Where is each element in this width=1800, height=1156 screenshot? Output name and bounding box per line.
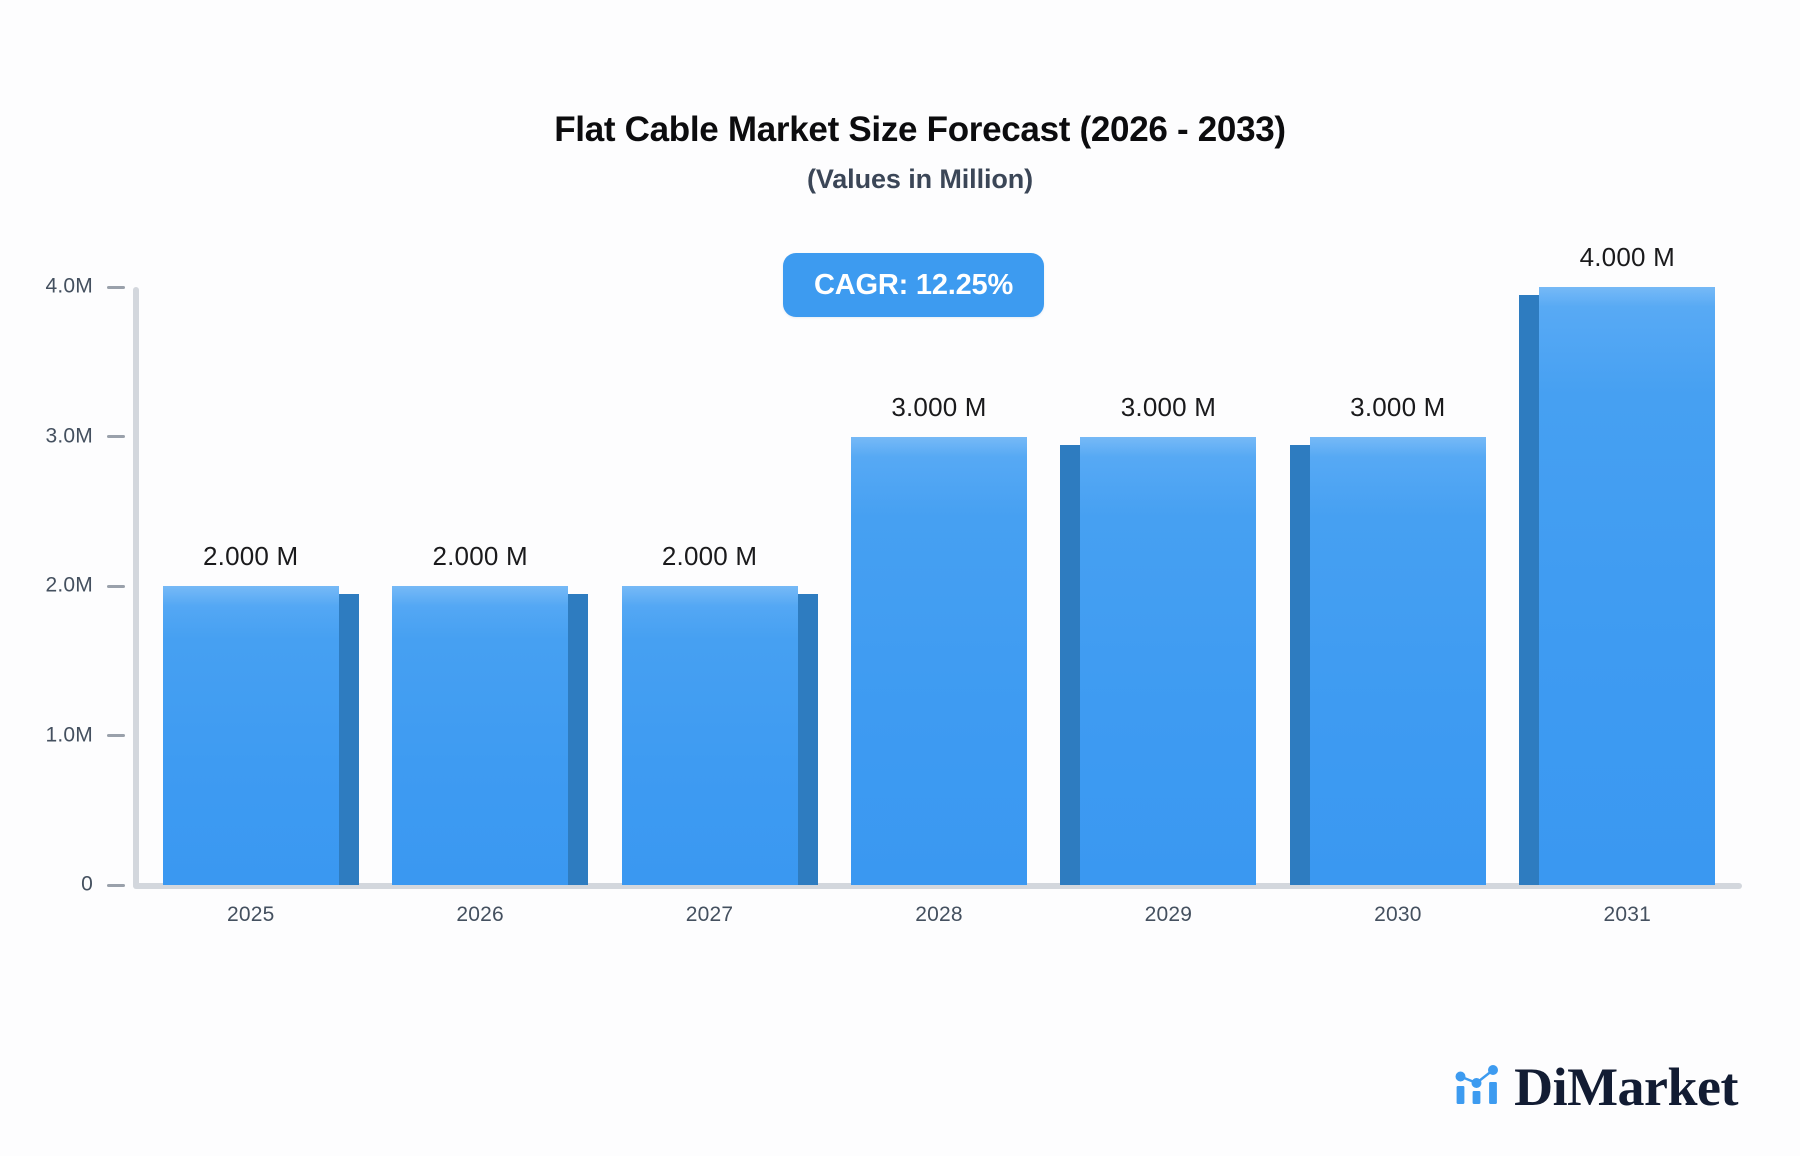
bar-front-face — [851, 436, 1027, 885]
x-axis-tick-label: 2029 — [1144, 903, 1193, 926]
bar-front-face — [1539, 287, 1716, 885]
bar-front-face — [392, 586, 569, 885]
cagr-badge: CAGR: 12.25% — [783, 253, 1045, 317]
bar-front-face — [621, 586, 798, 885]
bar-value-label: 2.000 M — [661, 541, 758, 571]
dimarket-logo: DiMarket — [1454, 1060, 1738, 1114]
bar: 3.000 M — [1060, 392, 1257, 885]
bar-value-label: 3.000 M — [1120, 391, 1217, 422]
bar-side-face — [568, 594, 589, 885]
y-axis-tick-label: 4.0M — [45, 274, 93, 298]
bar-chart-icon — [1454, 1062, 1500, 1113]
bar: 2.000 M — [162, 541, 359, 885]
bar: 3.000 M — [851, 392, 1027, 885]
bar-side-face — [1060, 444, 1081, 885]
y-axis-tick-dash — [107, 285, 125, 289]
bar-front-face — [1080, 436, 1257, 885]
bar-front-face — [1309, 436, 1486, 885]
y-axis-tick-dash — [107, 883, 125, 887]
bar-side-face — [1519, 295, 1540, 885]
y-axis-line — [133, 287, 139, 888]
x-axis-tick-label: 2028 — [915, 903, 963, 926]
bar: 2.000 M — [392, 541, 589, 885]
bar-value-label: 2.000 M — [432, 541, 528, 571]
x-axis-tick-label: 2026 — [456, 903, 504, 926]
bar-value-label: 3.000 M — [1350, 391, 1446, 422]
bar: 3.000 M — [1289, 392, 1486, 885]
y-axis-tick-dash — [107, 584, 125, 588]
bar-value-label: 4.000 M — [1579, 242, 1675, 272]
y-axis-tick-label: 1.0M — [45, 723, 93, 746]
x-axis-tick-label: 2031 — [1603, 903, 1652, 926]
x-axis-line — [133, 883, 1742, 889]
bar: 2.000 M — [621, 541, 818, 885]
y-axis-tick-dash — [107, 435, 125, 438]
bar-side-face — [797, 594, 818, 885]
bar-value-label: 2.000 M — [203, 541, 299, 571]
cagr-badge-label: CAGR: 12.25% — [814, 268, 1014, 301]
logo-text: DiMarket — [1514, 1057, 1738, 1117]
bar-side-face — [338, 594, 359, 885]
y-axis-tick-label: 3.0M — [45, 424, 93, 447]
bar-value-label: 3.000 M — [891, 391, 987, 422]
bar: 4.000 M — [1519, 242, 1716, 885]
y-axis-tick-dash — [107, 734, 125, 737]
y-axis-tick-label: 2.0M — [45, 573, 93, 597]
x-axis-tick-label: 2030 — [1374, 903, 1422, 926]
bar-front-face — [162, 586, 339, 885]
bar-side-face — [1289, 444, 1310, 885]
x-axis-tick-label: 2027 — [685, 903, 734, 926]
x-axis-tick-label: 2025 — [226, 903, 275, 926]
y-axis-tick-label: 0 — [81, 872, 93, 896]
